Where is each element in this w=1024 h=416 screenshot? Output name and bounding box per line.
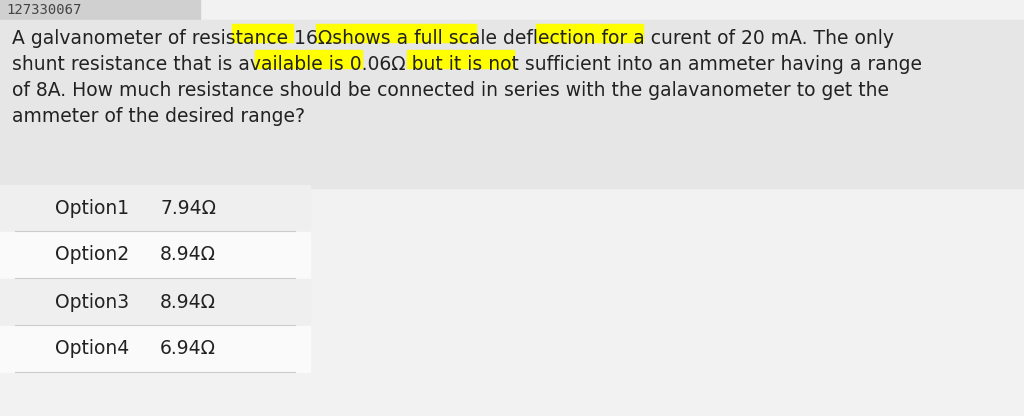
Bar: [232, 24, 293, 42]
Text: Option3: Option3: [55, 292, 129, 312]
Text: 8.94Ω: 8.94Ω: [160, 292, 216, 312]
Text: ammeter of the desired range?: ammeter of the desired range?: [12, 106, 305, 126]
Bar: [316, 24, 475, 42]
Bar: [0, 185, 310, 231]
Text: Option1: Option1: [55, 198, 129, 218]
Text: of 8A. How much resistance should be connected in series with the galavanometer : of 8A. How much resistance should be con…: [12, 81, 889, 99]
Text: shunt resistance that is available is 0.06Ω but it is not sufficient into an amm: shunt resistance that is available is 0.…: [12, 54, 922, 74]
Text: 6.94Ω: 6.94Ω: [160, 339, 216, 359]
Bar: [255, 50, 361, 68]
Text: 127330067: 127330067: [6, 3, 81, 17]
Text: Option2: Option2: [55, 245, 129, 265]
Bar: [0, 279, 310, 325]
Text: 8.94Ω: 8.94Ω: [160, 245, 216, 265]
Text: A galvanometer of resistance 16Ωshows a full scale deflection for a curent of 20: A galvanometer of resistance 16Ωshows a …: [12, 29, 894, 47]
Bar: [0, 0, 200, 20]
Text: 7.94Ω: 7.94Ω: [160, 198, 216, 218]
Bar: [537, 24, 643, 42]
Text: Option4: Option4: [55, 339, 129, 359]
Bar: [0, 326, 310, 372]
Bar: [0, 232, 310, 278]
Bar: [0, 20, 1024, 188]
Bar: [408, 50, 514, 68]
